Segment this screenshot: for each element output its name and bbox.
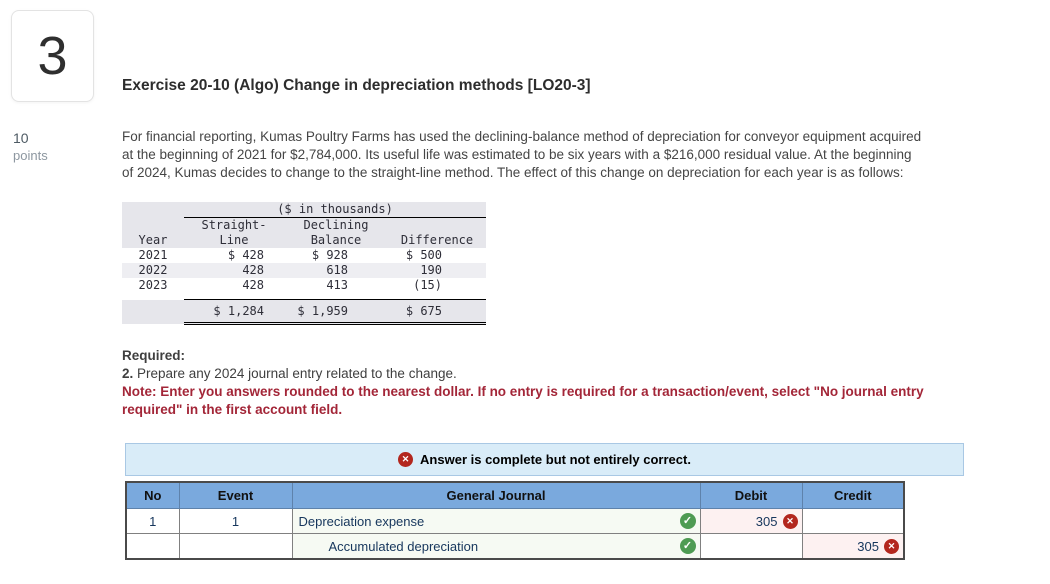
debit-cell[interactable] — [699, 533, 803, 560]
points-value: 10 — [13, 130, 29, 146]
journal-header-general-journal: General Journal — [291, 481, 701, 509]
question-content: Exercise 20-10 (Algo) Change in deprecia… — [122, 0, 1050, 560]
credit-cell[interactable]: 305 ✕ — [801, 533, 905, 560]
account-cell[interactable]: Depreciation expense ✓ — [291, 508, 701, 534]
journal-header-credit: Credit — [801, 481, 905, 509]
total-cell: $ 1,959 — [284, 299, 388, 325]
credit-amount: 305 — [857, 538, 879, 554]
value-cell: 428 — [242, 263, 264, 277]
page: 3 10 points Exercise 20-10 (Algo) Change… — [0, 0, 1050, 560]
value-cell: 618 — [326, 263, 348, 277]
credit-cell[interactable] — [801, 508, 905, 534]
grading-banner: ✕ Answer is complete but not entirely co… — [125, 443, 964, 476]
col-difference-header: Difference — [400, 233, 474, 247]
answer-area: ✕ Answer is complete but not entirely co… — [125, 443, 1050, 560]
incorrect-icon: ✕ — [884, 538, 899, 554]
value-cell: $ 428 — [227, 248, 264, 262]
year-cell: 2022 — [138, 263, 168, 277]
debit-cell[interactable]: 305 ✕ — [699, 508, 803, 534]
col-straight-header: Straight- — [201, 218, 267, 232]
value-cell: (15) — [413, 278, 442, 292]
units-header: ($ in thousands) — [184, 202, 486, 218]
journal-row: Accumulated depreciation ✓ 305 ✕ — [125, 533, 905, 560]
col-line-header: Line — [219, 233, 249, 247]
table-total-row: $ 1,284 $ 1,959 $ 675 — [122, 299, 486, 325]
required-item: 2. Prepare any 2024 journal entry relate… — [122, 365, 1050, 383]
journal-header-debit: Debit — [699, 481, 803, 509]
col-declining-header: Declining — [303, 218, 369, 232]
event-cell — [178, 533, 293, 560]
value-cell: $ 500 — [405, 248, 442, 262]
year-cell: 2023 — [138, 278, 168, 292]
required-section: Required: 2. Prepare any 2024 journal en… — [122, 347, 1050, 419]
account-name: Accumulated depreciation — [328, 538, 479, 554]
account-name: Depreciation expense — [298, 513, 425, 529]
journal-header-no: No — [125, 481, 180, 509]
debit-amount: 305 — [755, 513, 778, 529]
value-cell: 190 — [420, 263, 442, 277]
depreciation-table: ($ in thousands) Straight- Declining Yea… — [122, 202, 486, 325]
points-label: points — [13, 148, 48, 163]
table-row: 2023 428 413 (15) — [122, 278, 486, 293]
exercise-body: For financial reporting, Kumas Poultry F… — [122, 129, 922, 180]
correct-icon: ✓ — [679, 513, 696, 529]
question-number: 3 — [37, 26, 68, 86]
table-row: 2021 $ 428 $ 928 $ 500 — [122, 248, 486, 263]
correct-icon: ✓ — [679, 538, 696, 554]
value-cell: $ 928 — [311, 248, 348, 262]
required-note: Note: Enter you answers rounded to the n… — [122, 384, 924, 417]
no-cell: 1 — [125, 508, 180, 534]
value-cell: 428 — [242, 278, 264, 292]
col-balance-header: Balance — [310, 233, 362, 247]
incorrect-icon: ✕ — [398, 452, 414, 467]
total-cell: $ 1,284 — [184, 299, 284, 325]
table-header-row-2: Year Line Balance Difference — [122, 233, 486, 248]
incorrect-icon: ✕ — [782, 513, 798, 529]
journal-header-row: No Event General Journal Debit Credit — [125, 481, 905, 509]
exercise-title: Exercise 20-10 (Algo) Change in deprecia… — [122, 77, 591, 94]
total-cell: $ 675 — [388, 299, 486, 325]
points-block: 10 points — [13, 130, 122, 164]
question-number-box: 3 — [11, 10, 94, 102]
required-item-text: Prepare any 2024 journal entry related t… — [133, 366, 457, 381]
grading-banner-text: Answer is complete but not entirely corr… — [420, 452, 691, 467]
no-cell — [125, 533, 180, 560]
table-header-row-1: Straight- Declining — [122, 217, 486, 233]
journal-table: No Event General Journal Debit Credit 1 … — [125, 481, 905, 560]
journal-header-event: Event — [178, 481, 293, 509]
required-item-number: 2. — [122, 366, 134, 381]
value-cell: 413 — [326, 278, 348, 292]
event-cell: 1 — [178, 508, 293, 534]
question-rail: 3 10 points — [0, 0, 122, 560]
table-units-row: ($ in thousands) — [122, 202, 486, 218]
table-row: 2022 428 618 190 — [122, 263, 486, 278]
col-year-header: Year — [138, 233, 168, 247]
year-cell: 2021 — [138, 248, 168, 262]
required-heading: Required: — [122, 348, 186, 363]
account-cell[interactable]: Accumulated depreciation ✓ — [291, 533, 701, 560]
journal-row: 1 1 Depreciation expense ✓ 305 ✕ — [125, 508, 905, 534]
